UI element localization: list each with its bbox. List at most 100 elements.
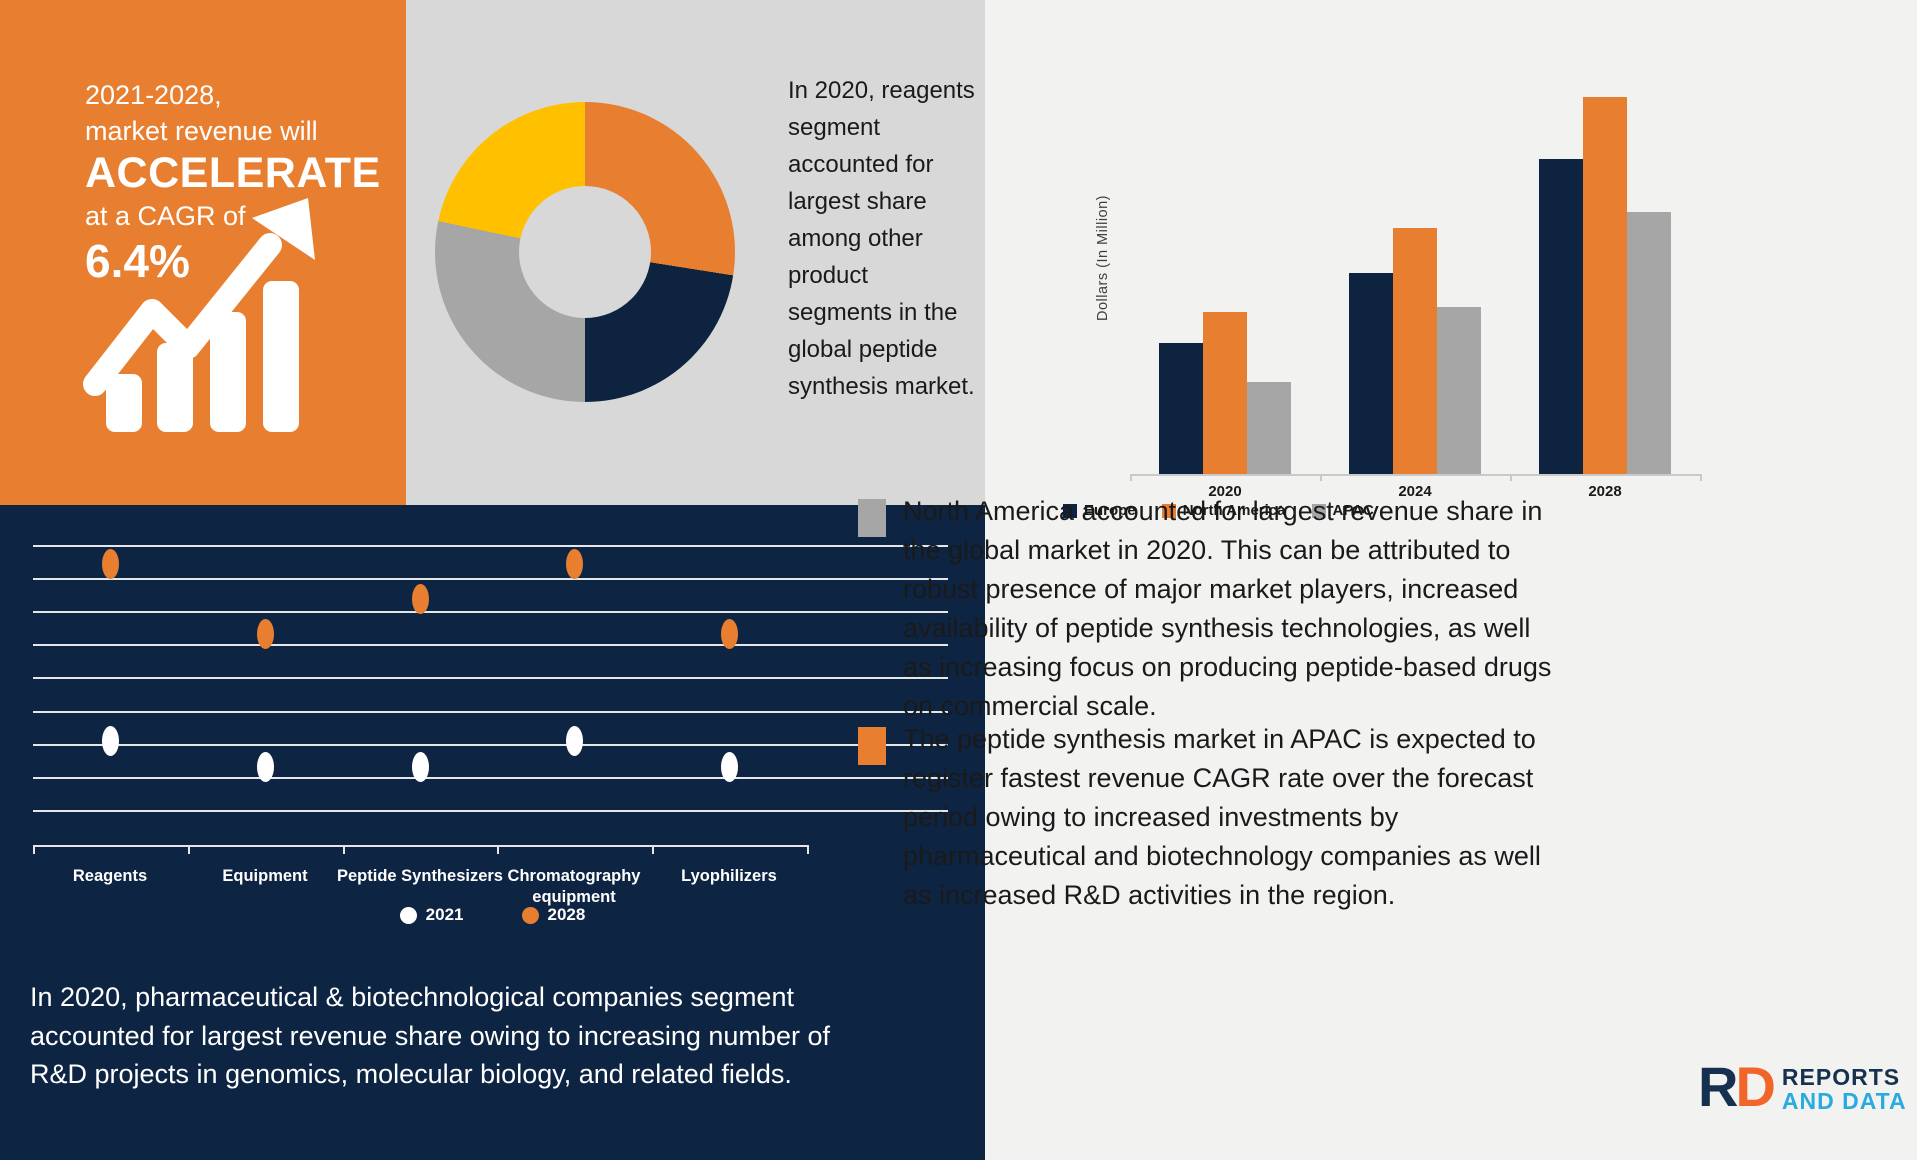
donut-caption-line: synthesis market. [788,373,975,400]
cagr-text-block: 2021-2028, market revenue will ACCELERAT… [85,78,381,290]
dot-plot-axis-tick [33,845,35,854]
donut-caption: In 2020, reagents segment accounted for lar… [788,72,988,405]
bar-apac-2020 [1247,382,1291,474]
dot-plot-gridline [33,776,948,779]
dot-2028-reagents [101,548,119,579]
donut-caption-line: accounted for [788,151,934,178]
cagr-intro-line1: 2021-2028, [85,80,222,110]
cagr-headline: ACCELERATE [85,149,381,198]
dot-plot-axis-tick [652,845,655,854]
cagr-intro-line2: market revenue will [85,115,318,146]
dot-plot-gridline [33,677,948,680]
dot-plot-gridline [33,611,948,614]
bullet-text-apac: The peptide synthesis market in APAC is … [903,724,1541,910]
legend-label: 2021 [425,905,464,924]
bar-legend-item-north-america: North America [1161,502,1286,519]
cagr-value: 6.4% [85,235,190,288]
reports-and-data-logo: R D REPORTS AND DATA [1698,1055,1907,1118]
dot-plot-category-2: Peptide Synthesizers [337,867,503,885]
legend-swatch-icon [1063,503,1077,518]
bullet-square-gray [858,499,886,537]
logo-letter-r: R [1698,1055,1738,1118]
bar-north-america-2020 [1203,312,1247,474]
legend-label: Europe [1084,502,1136,519]
legend-dot-icon [521,906,539,924]
dot-plot-panel: Reagents Equipment Peptide Synthesizers Chr… [0,505,985,1160]
bar-axis-tick [1320,474,1322,481]
legend-swatch-icon [1161,503,1176,518]
dot-plot-legend: 2021 2028 [0,905,985,925]
dot-plot-gridline [33,545,948,547]
bar-chart-legend: Europe North America APAC [1063,502,1374,519]
donut-caption-line: segments in the [788,299,958,326]
dot-plot-category-3: Chromatography equipment [507,867,641,906]
dot-panel-paragraph: In 2020, pharmaceutical & biotechnologic… [30,982,830,1089]
bar-year-label-2020: 2020 [1208,483,1242,500]
donut-caption-line: In 2020, reagents [788,77,975,104]
donut-caption-line: among other [788,225,923,252]
legend-dot-icon [399,906,417,924]
dot-plot-x-axis [33,845,809,847]
bar-legend-item-apac: APAC [1311,502,1374,519]
bar-europe-2020 [1159,343,1203,474]
legend-label: North America [1182,502,1286,519]
bar-legend-item-europe: Europe [1063,502,1136,519]
bar-apac-2028 [1627,212,1671,474]
donut-panel: In 2020, reagents segment accounted for lar… [406,0,985,505]
bar-chart-x-axis [1130,474,1702,476]
bar-axis-tick [1700,474,1702,481]
bar-chart-y-axis-label: Dollars (In Million) [1095,194,1111,322]
bar-year-label-2024: 2024 [1398,483,1432,500]
dot-2021-lyophilizers [720,751,738,782]
growth-arrow-icon [83,198,315,432]
dot-plot-gridline [33,578,948,581]
dot-2028-chromatography-equipment [565,548,583,579]
dot-plot-gridline [33,710,948,713]
dot-plot-category-0: Reagents [72,867,148,885]
dot-plot-axis-tick [497,845,500,854]
bar-north-america-2028 [1583,97,1627,474]
donut-caption-line: segment [788,114,881,141]
dot-plot-gridline [33,743,948,746]
dot-plot-axis-tick [342,845,345,854]
dot-2021-chromatography-equipment [565,726,583,757]
bar-axis-tick [1130,474,1132,481]
legend-label: 2028 [547,905,586,924]
logo-word-reports: REPORTS [1781,1064,1901,1090]
bar-europe-2028 [1539,159,1583,474]
bar-apac-2024 [1437,307,1481,474]
dot-2021-equipment [256,751,274,782]
dot-plot-axis-tick [187,845,190,854]
donut-caption-line: global peptide [788,336,938,363]
dot-plot-gridline [33,809,948,812]
donut-caption-line: product [788,262,869,289]
bar-year-label-2028: 2028 [1588,483,1622,500]
legend-swatch-icon [1311,503,1326,518]
bullet-text-north-america: North America accounted for largest reve… [903,496,1552,721]
dot-plot-axis-tick [807,845,809,854]
bar-axis-tick [1510,474,1512,481]
dot-plot-gridline [33,644,948,647]
bar-north-america-2024 [1393,228,1437,474]
dot-2028-lyophilizers [720,618,738,649]
bullet-square-orange [858,727,886,765]
legend-label: APAC [1332,502,1374,519]
cagr-sub-line: at a CAGR of [85,200,246,231]
dot-plot-legend-item-2028: 2028 [521,905,586,925]
logo-wordmark: REPORTS AND DATA [1782,1062,1907,1113]
dot-2021-reagents [101,726,119,757]
regional-bar-chart [1130,59,1700,474]
right-panel: Dollars (In Million) Europe North America… [858,0,1917,1160]
dot-2021-peptide-synthesizers [411,751,429,782]
dot-2028-peptide-synthesizers [411,583,429,614]
cagr-panel: 2021-2028, market revenue will ACCELERAT… [0,0,406,505]
dot-plot-category-4: Lyophilizers [681,867,777,885]
logo-letter-d: D [1735,1055,1775,1118]
donut-hole [519,186,651,318]
dot-plot-legend-item-2021: 2021 [399,905,464,925]
donut-caption-line: largest share [788,188,927,215]
dot-plot-category-1: Equipment [222,867,308,885]
logo-word-and-data: AND DATA [1781,1088,1907,1114]
dot-2028-equipment [256,618,274,649]
